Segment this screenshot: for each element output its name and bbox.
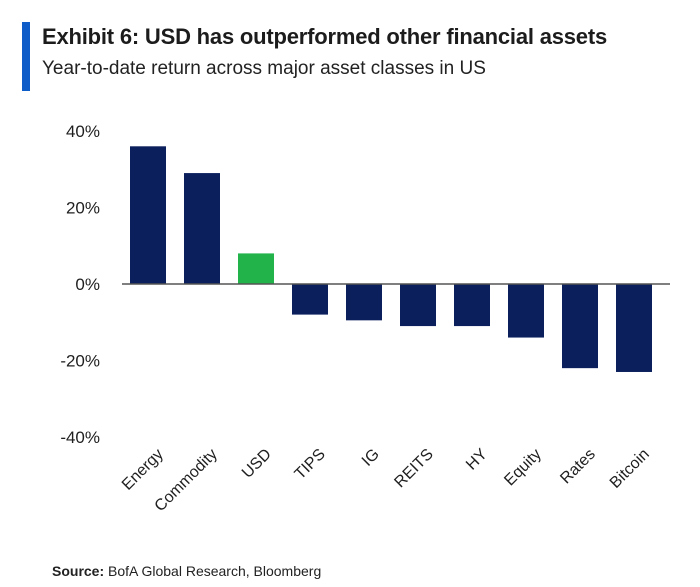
bar-bitcoin bbox=[616, 284, 652, 372]
x-tick-label: REITS bbox=[391, 446, 436, 491]
bar-commodity bbox=[184, 173, 220, 284]
y-axis-labels: 40% 20% 0% -20% -40% bbox=[60, 122, 100, 447]
y-tick-label: -20% bbox=[60, 352, 100, 371]
y-tick-label: 20% bbox=[66, 199, 100, 218]
x-tick-label: TIPS bbox=[292, 446, 329, 483]
bar-energy bbox=[130, 146, 166, 284]
bar-ig bbox=[346, 284, 382, 321]
bar-equity bbox=[508, 284, 544, 338]
bar-rates bbox=[562, 284, 598, 369]
x-tick-label: IG bbox=[359, 446, 383, 470]
x-tick-label: Equity bbox=[501, 446, 544, 489]
x-tick-label: USD bbox=[239, 446, 275, 482]
bar-usd bbox=[238, 253, 274, 284]
source-note: Source: BofA Global Research, Bloomberg bbox=[52, 563, 321, 579]
chart-subtitle: Year-to-date return across major asset c… bbox=[42, 58, 486, 79]
exhibit-header: Exhibit 6: USD has outperformed other fi… bbox=[22, 22, 682, 92]
x-tick-label: Rates bbox=[557, 446, 599, 488]
x-tick-label: HY bbox=[463, 446, 491, 474]
y-tick-label: -40% bbox=[60, 428, 100, 447]
bar-tips bbox=[292, 284, 328, 315]
bar-hy bbox=[454, 284, 490, 327]
source-label: Source: bbox=[52, 563, 105, 579]
x-tick-label: Energy bbox=[119, 446, 167, 494]
bar-reits bbox=[400, 284, 436, 327]
source-text: BofA Global Research, Bloomberg bbox=[104, 563, 322, 579]
chart-title: Exhibit 6: USD has outperformed other fi… bbox=[42, 24, 607, 49]
bars bbox=[130, 146, 652, 372]
accent-bar bbox=[22, 22, 30, 91]
y-tick-label: 40% bbox=[66, 122, 100, 141]
x-tick-label: Bitcoin bbox=[607, 446, 653, 492]
y-tick-label: 0% bbox=[75, 275, 100, 294]
